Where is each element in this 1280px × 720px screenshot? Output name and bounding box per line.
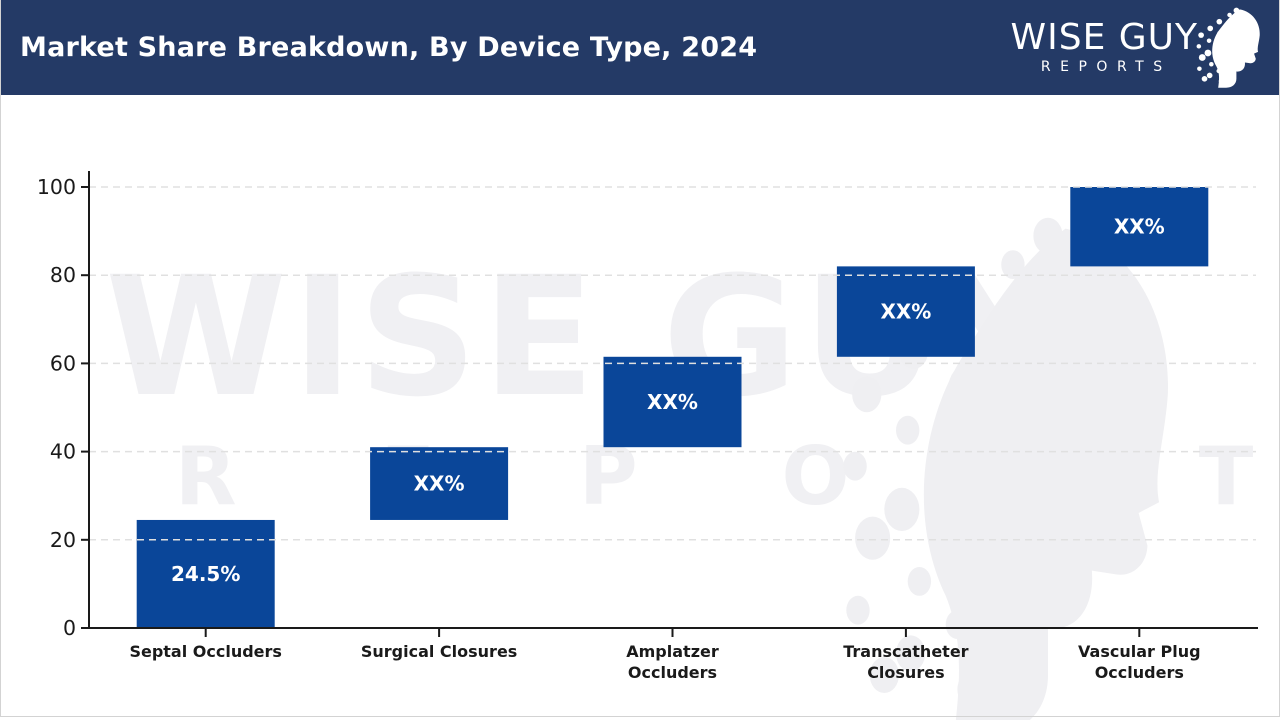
bar-amplatzer-occluders	[603, 356, 742, 448]
x-category-label: Vascular Plug Occluders	[1078, 642, 1201, 682]
y-tick-label: 100	[37, 175, 76, 199]
brand-name: WISE GUY	[1010, 17, 1198, 58]
header: Market Share Breakdown, By Device Type, …	[0, 0, 1280, 95]
chart-area: WISE GUY R E P O R T S 24.5%XX%XX%XX%XX%…	[0, 95, 1280, 720]
y-tick-label: 60	[50, 351, 76, 375]
bar-value-label: XX%	[414, 472, 465, 496]
bar-value-label: XX%	[880, 300, 931, 324]
y-tick-label: 80	[50, 263, 76, 287]
brand-logo-text: WISE GUY REPORTS	[1010, 17, 1199, 76]
x-category-label: Transcatheter Closures	[843, 642, 968, 682]
bar-transcatheter-closures	[836, 266, 975, 357]
bar-surgical-closures	[370, 447, 509, 520]
bar-value-label: 24.5%	[171, 562, 240, 586]
bar-septal-occluders	[136, 519, 275, 628]
x-category-label: Amplatzer Occluders	[626, 642, 719, 682]
y-tick-label: 40	[50, 440, 76, 464]
y-tick-label: 20	[50, 528, 76, 552]
bar-vascular-plug-occluders	[1070, 187, 1209, 267]
x-category-label: Surgical Closures	[361, 642, 517, 661]
brand-face-icon	[1196, 7, 1260, 88]
brand-logo: WISE GUY REPORTS	[1011, 6, 1267, 90]
bar-value-label: XX%	[647, 390, 698, 414]
brand-subname: REPORTS	[1040, 59, 1172, 75]
waterfall-chart: 24.5% XX% XX% XX% XX% 0 20 40 60 80 100 Septal Occl…	[37, 171, 1258, 682]
page-title: Market Share Breakdown, By Device Type, …	[20, 32, 758, 63]
y-tick-label: 0	[63, 616, 76, 640]
bar-value-label: XX%	[1114, 215, 1165, 239]
x-category-label: Septal Occluders	[129, 642, 282, 661]
